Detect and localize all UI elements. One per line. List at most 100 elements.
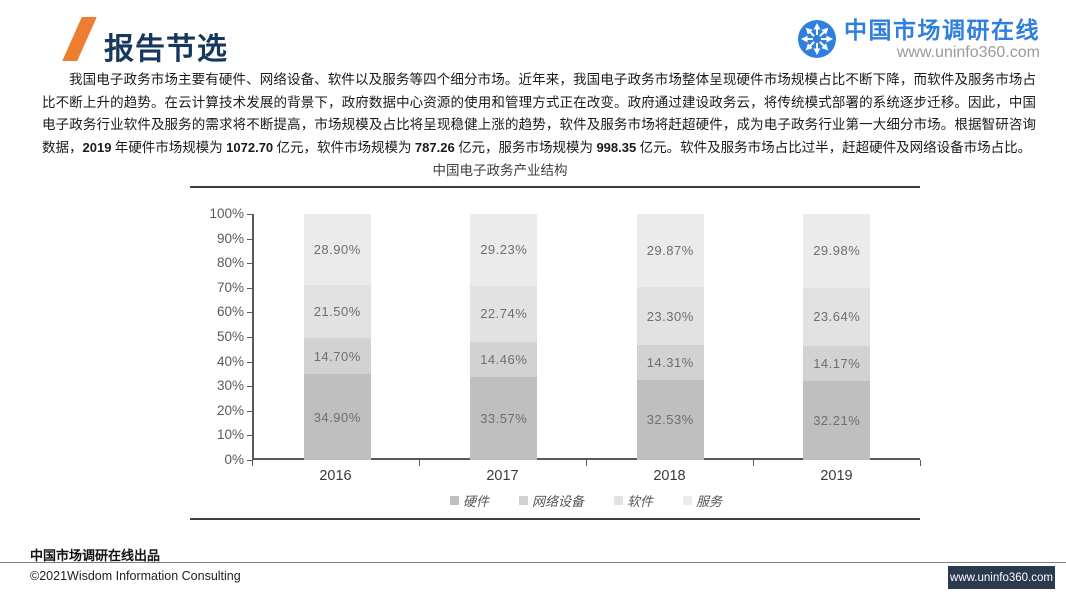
legend-label: 硬件 [462, 495, 489, 510]
chart-legend: 硬件 网络设备 软件 服务 [252, 491, 920, 510]
y-tick-label: 90% [216, 230, 244, 246]
legend-label: 网络设备 [531, 495, 584, 510]
brand-url: www.uninfo360.com [896, 44, 1040, 61]
segment-value-label: 29.87% [646, 243, 694, 259]
legend-label: 软件 [627, 495, 654, 510]
bar-cell: 33.57% 14.46% 22.74% 29.23% [421, 214, 588, 460]
segment-value-label: 23.30% [646, 308, 694, 324]
chart-bottom-rule [190, 518, 920, 520]
legend-item: 软件 [614, 491, 653, 510]
stacked-bar: 34.90% 14.70% 21.50% 28.90% [303, 214, 371, 460]
segment-value-label: 28.90% [313, 242, 361, 258]
x-axis-label: 2016 [319, 468, 352, 484]
paragraph-text: 亿元。软件及服务市场占比过半，赶超硬件及网络设备市场占比。 [636, 139, 1032, 155]
legend-label: 服务 [696, 495, 723, 510]
y-tick-mark [247, 435, 253, 437]
legend-item: 硬件 [449, 491, 489, 510]
paragraph-text: 我国电子政务市场主要有硬件、网络设备、软件以及服务等四个细分市场。近年来，我国电… [42, 72, 1036, 155]
bar-segment: 23.64% [803, 287, 871, 346]
x-axis-labels: 2016 2017 2018 2019 [252, 468, 920, 484]
x-tick-mark [252, 460, 253, 466]
y-tick-mark [247, 410, 253, 412]
paragraph-text: 亿元，软件市场规模为 [273, 139, 415, 155]
y-tick-label: 60% [216, 304, 244, 320]
footer-copyright-text: ©2021Wisdom Information Consulting [30, 569, 241, 583]
bar-cell: 32.21% 14.17% 23.64% 29.98% [754, 214, 921, 460]
x-axis-label: 2018 [653, 468, 686, 484]
stacked-bar: 32.21% 14.17% 23.64% 29.98% [803, 214, 871, 460]
chart-title: 中国电子政务产业结构 [432, 163, 568, 178]
bar-segment: 14.46% [470, 341, 538, 378]
bar-segment: 32.53% [636, 379, 704, 460]
y-tick-mark [247, 386, 253, 388]
y-tick-mark [247, 263, 253, 265]
y-tick-mark [247, 312, 253, 314]
y-tick-label: 30% [216, 378, 244, 394]
segment-value-label: 14.46% [480, 352, 528, 368]
paragraph-text: 亿元，服务市场规模为 [454, 139, 597, 155]
chart-plot-wrapper: 100% 90% 80% 70% 60% 50% 40% 30% 20% 10% 0% 34.90%… [190, 188, 921, 520]
segment-value-label: 32.53% [646, 412, 694, 428]
bar-segment: 22.74% [470, 285, 538, 342]
segment-value-label: 21.50% [313, 304, 361, 320]
bar-segment: 34.90% [303, 374, 371, 460]
bar-segment: 29.23% [470, 214, 538, 286]
y-tick-label: 70% [216, 279, 244, 295]
bar-segment: 21.50% [303, 285, 371, 338]
stacked-bar-chart: 中国电子政务产业结构 100% 90% 80% 70% 60% 50% 40% 30% 20% 1… [190, 162, 921, 520]
segment-value-label: 22.74% [480, 306, 528, 322]
y-tick-mark [247, 238, 253, 240]
footer-divider [0, 562, 1066, 563]
x-tick-mark [419, 460, 420, 466]
bar-segment: 14.31% [636, 344, 704, 380]
header-accent-slash-icon [62, 17, 97, 61]
segment-value-label: 14.70% [313, 348, 361, 364]
y-tick-label: 100% [209, 206, 244, 221]
brand-logo: 中国市场调研在线 www.uninfo360.com [798, 17, 1040, 62]
highlight-value: 1072.70 [226, 139, 274, 155]
x-tick-mark [920, 460, 921, 466]
y-tick-mark [247, 460, 253, 461]
legend-swatch-icon [683, 496, 693, 505]
y-tick-mark [247, 287, 253, 289]
y-tick-label: 40% [216, 353, 244, 369]
x-tick-mark [753, 460, 754, 466]
report-paragraph: 我国电子政务市场主要有硬件、网络设备、软件以及服务等四个细分市场。近年来，我国电… [42, 69, 1036, 159]
legend-item: 服务 [683, 491, 722, 510]
segment-value-label: 33.57% [480, 411, 528, 427]
legend-swatch-icon [518, 496, 528, 505]
segment-value-label: 32.21% [813, 412, 861, 428]
stacked-bar: 33.57% 14.46% 22.74% 29.23% [470, 214, 538, 460]
legend-item: 网络设备 [518, 491, 584, 510]
bar-segment: 28.90% [303, 214, 371, 286]
bar-cell: 34.90% 14.70% 21.50% 28.90% [254, 214, 421, 460]
segment-value-label: 23.64% [813, 309, 861, 325]
highlight-value: 998.35 [596, 139, 637, 155]
y-tick-label: 20% [216, 402, 244, 418]
footer-producer-text: 中国市场调研在线出品 [30, 548, 161, 563]
x-axis-label: 2017 [486, 468, 519, 484]
segment-value-label: 14.17% [813, 355, 861, 371]
footer-website-link[interactable]: www.uninfo360.com [948, 566, 1055, 589]
y-tick-label: 0% [224, 452, 244, 467]
y-tick-mark [247, 337, 253, 338]
bar-segment: 29.98% [803, 214, 871, 288]
bar-segment: 14.70% [303, 338, 371, 375]
segment-value-label: 34.90% [313, 409, 361, 425]
segment-value-label: 14.31% [646, 354, 694, 370]
plot-area: 34.90% 14.70% 21.50% 28.90% 33.57% 14.46% 22.7… [252, 214, 920, 460]
bar-segment: 23.30% [636, 287, 704, 345]
highlight-value: 2019 [82, 139, 112, 155]
bar-segment: 14.17% [803, 345, 871, 381]
brand-name: 中国市场调研在线 [844, 17, 1040, 43]
y-tick-label: 80% [216, 255, 244, 271]
x-tick-mark [586, 460, 587, 466]
bar-cell: 32.53% 14.31% 23.30% 29.87% [587, 214, 754, 460]
highlight-value: 787.26 [414, 139, 455, 155]
legend-swatch-icon [614, 496, 623, 505]
paragraph-text: 年硬件市场规模为 [111, 139, 227, 155]
page-title: 报告节选 [104, 33, 228, 66]
y-tick-mark [247, 214, 253, 215]
bar-segment: 32.21% [803, 380, 871, 460]
